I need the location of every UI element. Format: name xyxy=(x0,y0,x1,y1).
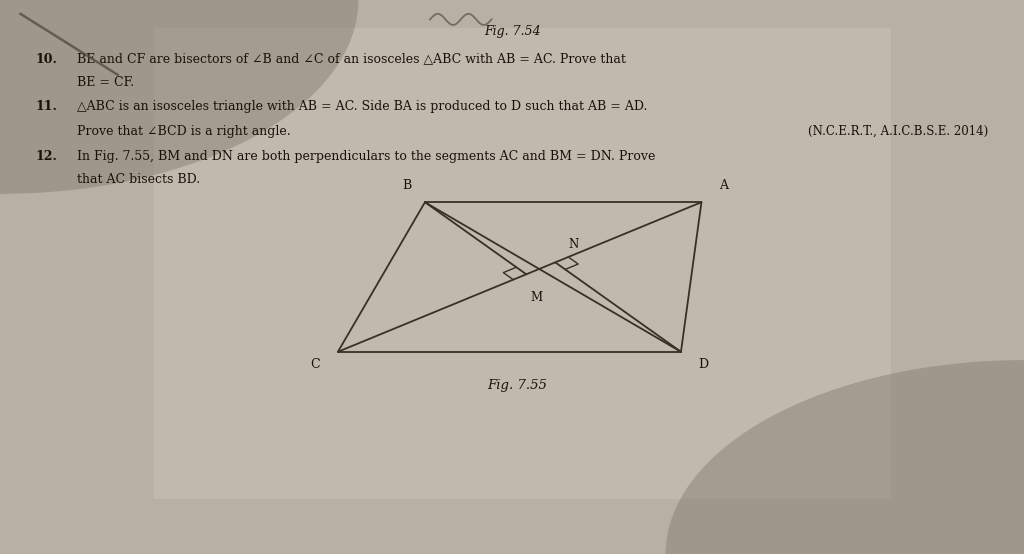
Text: that AC bisects BD.: that AC bisects BD. xyxy=(77,173,200,186)
Text: D: D xyxy=(698,358,709,371)
Bar xyxy=(154,28,891,499)
Text: A: A xyxy=(720,179,728,192)
Text: △ABC is an isosceles triangle with AB = AC. Side BA is produced to D such that A: △ABC is an isosceles triangle with AB = … xyxy=(77,100,647,112)
Text: 10.: 10. xyxy=(36,53,57,65)
Text: (N.C.E.R.T., A.I.C.B.S.E. 2014): (N.C.E.R.T., A.I.C.B.S.E. 2014) xyxy=(808,125,988,137)
Wedge shape xyxy=(666,360,1024,554)
Text: C: C xyxy=(310,358,321,371)
Text: BE and CF are bisectors of ∠B and ∠C of an isosceles △ABC with AB = AC. Prove th: BE and CF are bisectors of ∠B and ∠C of … xyxy=(77,53,626,65)
Text: Fig. 7.55: Fig. 7.55 xyxy=(487,379,547,392)
Text: BE = CF.: BE = CF. xyxy=(77,76,134,89)
Text: M: M xyxy=(530,291,543,304)
Text: 11.: 11. xyxy=(36,100,57,112)
Text: In Fig. 7.55, BM and DN are both perpendiculars to the segments AC and BM = DN. : In Fig. 7.55, BM and DN are both perpend… xyxy=(77,150,655,162)
Wedge shape xyxy=(0,0,358,194)
Text: N: N xyxy=(568,238,579,252)
Text: B: B xyxy=(401,179,412,192)
Text: Fig. 7.54: Fig. 7.54 xyxy=(483,25,541,38)
Text: Prove that ∠BCD is a right angle.: Prove that ∠BCD is a right angle. xyxy=(77,125,291,137)
Text: 12.: 12. xyxy=(36,150,57,162)
